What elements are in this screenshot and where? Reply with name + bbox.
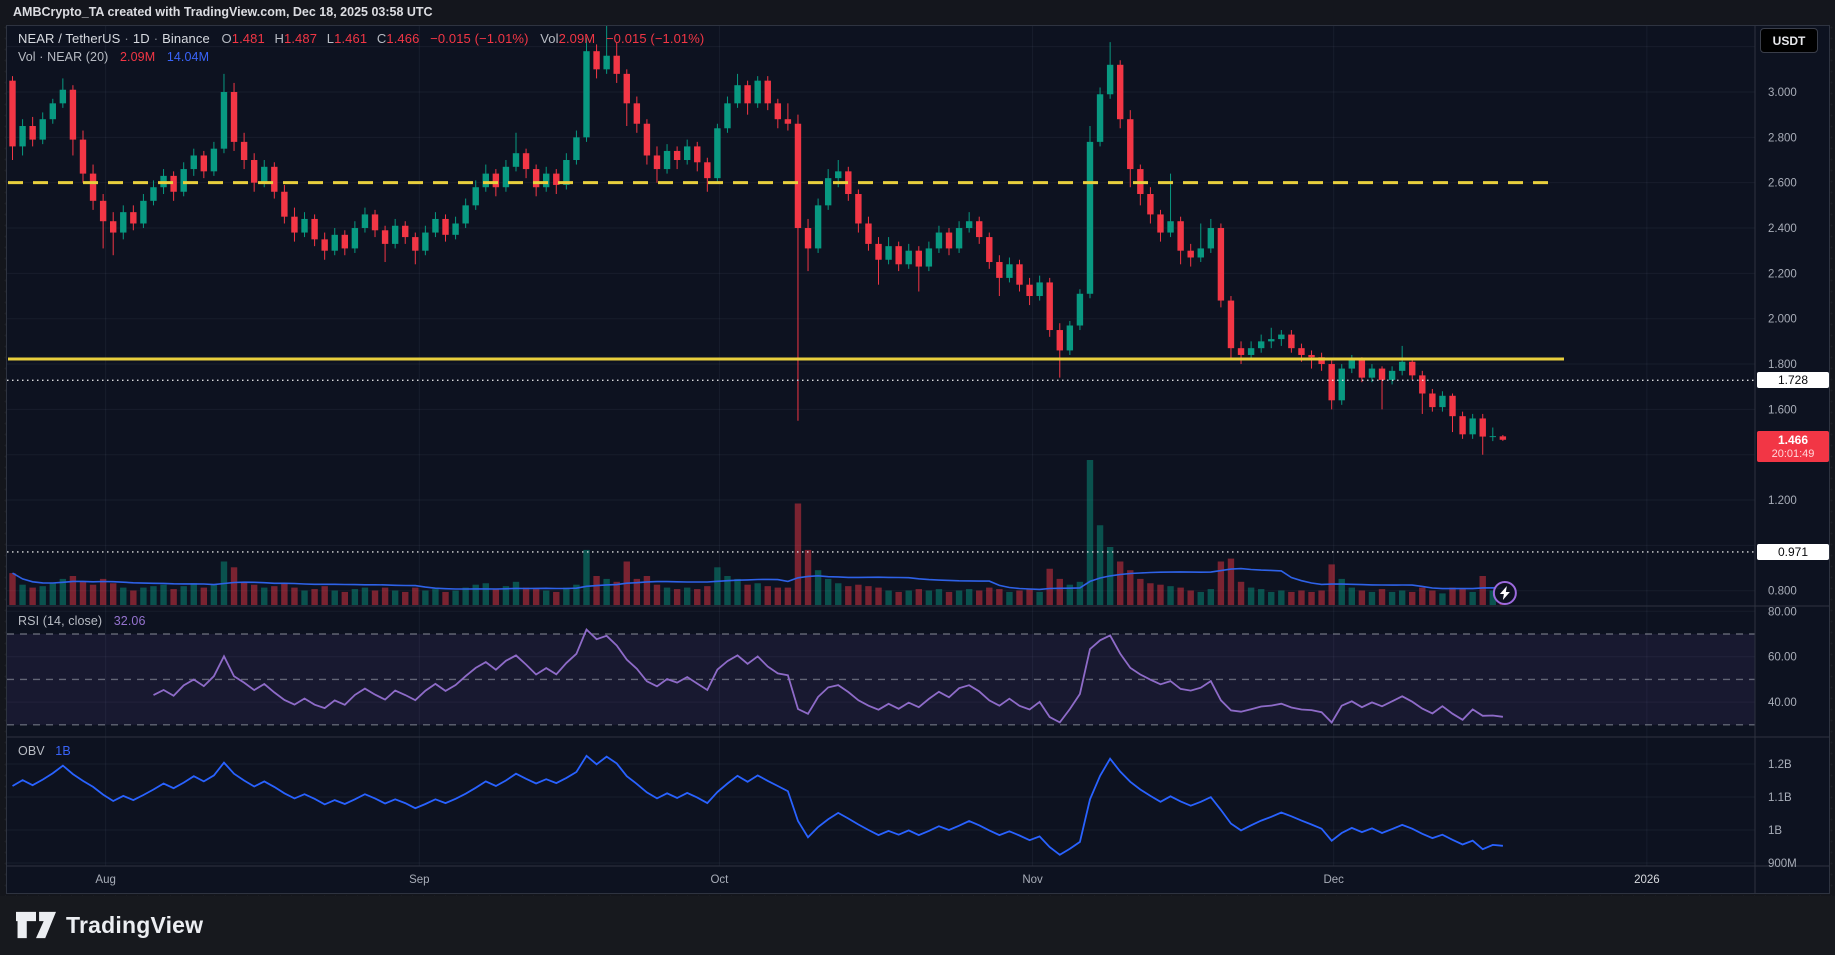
- vol-label: Vol: [540, 31, 559, 46]
- close-label: C: [376, 31, 387, 46]
- svg-text:Oct: Oct: [710, 874, 729, 886]
- rsi-legend[interactable]: RSI (14, close) 32.06: [18, 614, 146, 628]
- close-value: 1.466: [386, 31, 420, 46]
- svg-text:1.600: 1.600: [1768, 404, 1797, 416]
- obv-current-value: 1B: [55, 744, 71, 758]
- svg-text:80.00: 80.00: [1768, 606, 1797, 618]
- axis-labels: 3.000 2.800 2.600 2.400 2.200 2.000 1.800 1.600…: [95, 87, 1796, 886]
- currency-toggle-button[interactable]: USDT: [1760, 28, 1818, 53]
- price-level-badge-0971[interactable]: 0.971: [1757, 544, 1829, 560]
- low-label: L: [326, 31, 335, 46]
- high-label: H: [274, 31, 285, 46]
- svg-text:2.800: 2.800: [1768, 132, 1797, 144]
- obv-line: [12, 754, 1503, 856]
- drawn-levels: [7, 181, 1755, 553]
- svg-text:2.400: 2.400: [1768, 223, 1797, 235]
- attribution-text: AMBCrypto_TA created with TradingView.co…: [13, 5, 433, 19]
- svg-text:Aug: Aug: [95, 874, 115, 886]
- candles: [9, 26, 1507, 455]
- svg-text:1.800: 1.800: [1768, 359, 1797, 371]
- svg-text:1.200: 1.200: [1768, 495, 1797, 507]
- last-price-value: 1.466: [1777, 433, 1809, 447]
- svg-text:2026: 2026: [1634, 874, 1660, 886]
- tradingview-logo[interactable]: TradingView: [16, 908, 203, 942]
- volume-study-label[interactable]: Vol · NEAR (20): [18, 50, 109, 64]
- obv-study-label[interactable]: OBV: [18, 744, 45, 758]
- chart-frame: [6, 25, 1830, 894]
- volume-bars: [9, 460, 1507, 605]
- symbol-name[interactable]: NEAR / TetherUS: [18, 31, 121, 46]
- rsi-line: [153, 627, 1504, 724]
- svg-text:3.000: 3.000: [1768, 87, 1797, 99]
- vol-value: 2.09M: [558, 31, 596, 46]
- high-value: 1.487: [284, 31, 318, 46]
- volume-ma-line: [12, 567, 1503, 591]
- symbol-legend[interactable]: NEAR / TetherUS · 1D · Binance O1.481 H1.487…: [18, 31, 705, 46]
- change2-value: −0.015 (−1.01%): [605, 31, 705, 46]
- svg-text:2.600: 2.600: [1768, 178, 1797, 190]
- svg-text:60.00: 60.00: [1768, 652, 1797, 664]
- svg-text:0.800: 0.800: [1768, 586, 1797, 598]
- svg-text:2.000: 2.000: [1768, 314, 1797, 326]
- tradingview-logo-text: TradingView: [66, 911, 204, 938]
- svg-text:Sep: Sep: [409, 874, 429, 886]
- pane-separators: [7, 26, 1829, 893]
- svg-text:40.00: 40.00: [1768, 697, 1797, 709]
- bar-countdown: 20:01:49: [1771, 448, 1815, 460]
- lightning-icon[interactable]: [1492, 581, 1517, 605]
- svg-text:1B: 1B: [1768, 825, 1782, 837]
- price-level-badge-1728[interactable]: 1.728: [1757, 372, 1829, 388]
- svg-text:900M: 900M: [1768, 858, 1797, 870]
- change-value: −0.015 (−1.01%): [430, 31, 529, 46]
- rsi-current-value: 32.06: [113, 614, 146, 628]
- svg-text:1.1B: 1.1B: [1768, 792, 1792, 804]
- last-price-badge[interactable]: 1.466 20:01:49: [1757, 431, 1829, 462]
- volume-ma-value: 14.04M: [166, 50, 210, 64]
- tradingview-logo-icon: [16, 911, 56, 939]
- attribution-bar: AMBCrypto_TA created with TradingView.co…: [0, 0, 1835, 25]
- low-value: 1.461: [334, 31, 368, 46]
- svg-text:1.2B: 1.2B: [1768, 759, 1792, 771]
- svg-text:2.200: 2.200: [1768, 268, 1797, 280]
- volume-legend[interactable]: Vol · NEAR (20) 2.09M 14.04M: [18, 50, 209, 64]
- rsi-band: [7, 633, 1755, 726]
- open-value: 1.481: [231, 31, 265, 46]
- obv-legend[interactable]: OBV 1B: [18, 744, 71, 758]
- exchange-label[interactable]: Binance: [162, 31, 210, 46]
- open-label: O: [221, 31, 232, 46]
- rsi-study-label[interactable]: RSI (14, close): [18, 614, 103, 628]
- interval-label[interactable]: 1D: [132, 31, 150, 46]
- svg-text:Dec: Dec: [1323, 874, 1344, 886]
- svg-text:Nov: Nov: [1022, 874, 1043, 886]
- volume-current-value: 2.09M: [120, 50, 156, 64]
- footer-bar: TradingView: [0, 896, 1835, 955]
